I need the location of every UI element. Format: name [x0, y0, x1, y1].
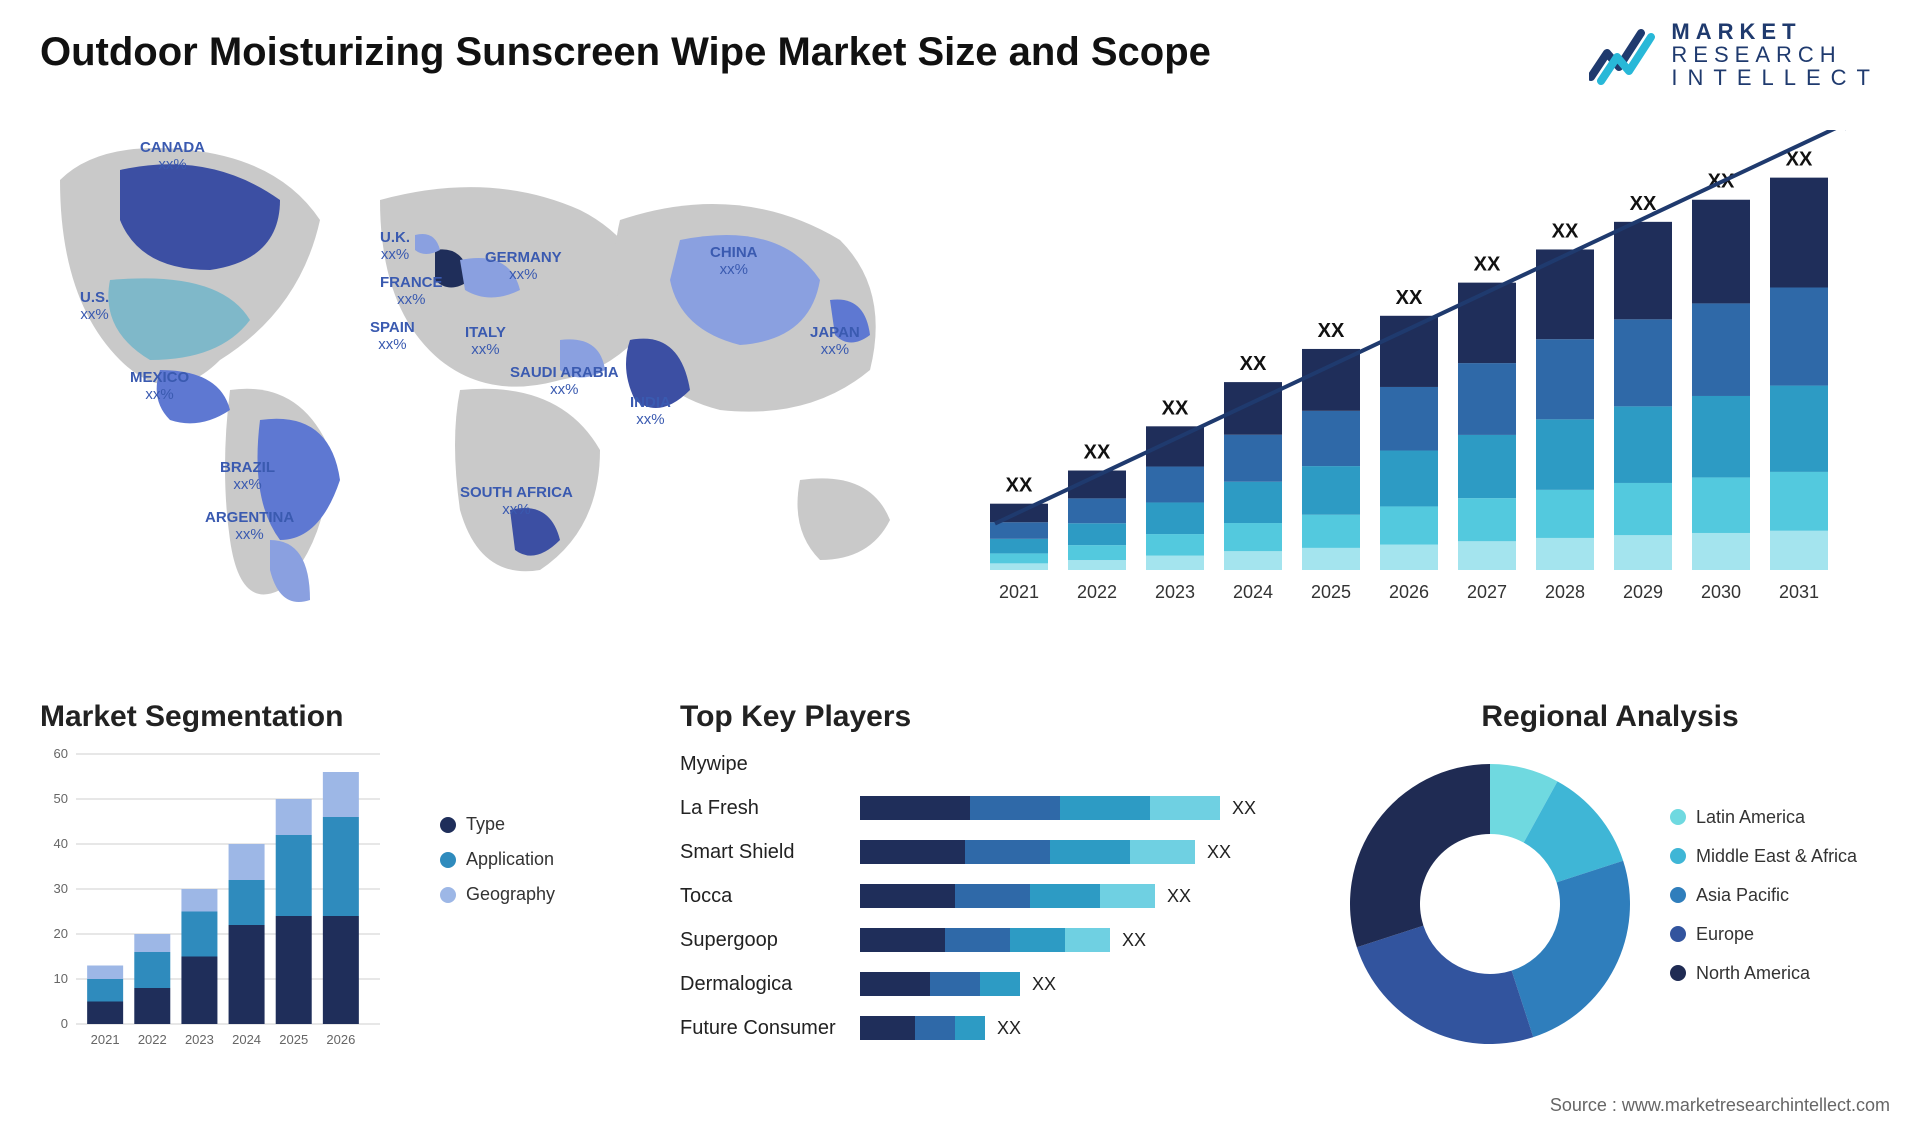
map-label: GERMANYxx%: [485, 250, 562, 283]
svg-text:2025: 2025: [1311, 582, 1351, 602]
segmentation-title: Market Segmentation: [40, 700, 640, 734]
map-label: INDIAxx%: [630, 395, 671, 428]
segmentation-legend: Type Application Geography: [440, 814, 555, 919]
svg-text:2023: 2023: [185, 1032, 214, 1047]
map-label: ITALYxx%: [465, 325, 506, 358]
legend-item: North America: [1670, 963, 1857, 984]
svg-text:2024: 2024: [1233, 582, 1273, 602]
player-row: Future Consumer XX: [680, 1008, 1300, 1048]
player-row: Smart Shield XX: [680, 832, 1300, 872]
logo-line1: MARKET: [1671, 20, 1880, 43]
map-label: SAUDI ARABIAxx%: [510, 365, 619, 398]
logo-line2: RESEARCH: [1671, 43, 1880, 66]
legend-item: Europe: [1670, 924, 1857, 945]
svg-text:XX: XX: [1318, 320, 1345, 342]
legend-item: Application: [440, 849, 555, 870]
svg-text:10: 10: [54, 971, 68, 986]
svg-text:XX: XX: [1240, 353, 1267, 375]
map-label: ARGENTINAxx%: [205, 510, 294, 543]
players-section: Top Key Players Mywipe La Fresh XXSmart …: [680, 700, 1300, 1052]
svg-text:2021: 2021: [91, 1032, 120, 1047]
logo-line3: INTELLECT: [1671, 66, 1880, 89]
map-label: BRAZILxx%: [220, 460, 275, 493]
player-row: Supergoop XX: [680, 920, 1300, 960]
svg-text:2022: 2022: [1077, 582, 1117, 602]
regional-section: Regional Analysis Latin America Middle Ea…: [1340, 700, 1880, 1054]
player-row: Mywipe: [680, 744, 1300, 784]
svg-text:20: 20: [54, 926, 68, 941]
map-label: MEXICOxx%: [130, 370, 189, 403]
svg-text:2021: 2021: [999, 582, 1039, 602]
page-title: Outdoor Moisturizing Sunscreen Wipe Mark…: [40, 30, 1211, 75]
svg-text:2026: 2026: [326, 1032, 355, 1047]
svg-text:30: 30: [54, 881, 68, 896]
legend-item: Type: [440, 814, 555, 835]
player-row: La Fresh XX: [680, 788, 1300, 828]
svg-text:2025: 2025: [279, 1032, 308, 1047]
segmentation-chart-svg: 0 10 20 30 40 50 60 2021 2022 2023 2024 2025 2026: [40, 744, 410, 1054]
legend-item: Geography: [440, 884, 555, 905]
svg-text:XX: XX: [1162, 397, 1189, 419]
svg-text:XX: XX: [1006, 475, 1033, 497]
svg-text:XX: XX: [1630, 193, 1657, 215]
svg-text:XX: XX: [1474, 254, 1501, 276]
svg-text:XX: XX: [1084, 442, 1111, 464]
svg-text:XX: XX: [1396, 287, 1423, 309]
svg-text:2030: 2030: [1701, 582, 1741, 602]
legend-item: Latin America: [1670, 807, 1857, 828]
map-label: U.K.xx%: [380, 230, 410, 263]
player-row: Dermalogica XX: [680, 964, 1300, 1004]
map-label: CANADAxx%: [140, 140, 205, 173]
segmentation-section: Market Segmentation 0 10 20 30 40 50 60 2021 202…: [40, 700, 640, 1054]
growth-chart-svg: XX 2021 XX 2022 XX 2023 XX 2024 XX 2025 XX 2026 XX 20…: [980, 130, 1860, 630]
map-label: SPAINxx%: [370, 320, 415, 353]
regional-donut-svg: [1340, 754, 1640, 1054]
map-label: FRANCExx%: [380, 275, 443, 308]
svg-text:2027: 2027: [1467, 582, 1507, 602]
svg-text:2031: 2031: [1779, 582, 1819, 602]
svg-text:0: 0: [61, 1016, 68, 1031]
player-row: Tocca XX: [680, 876, 1300, 916]
svg-text:2024: 2024: [232, 1032, 261, 1047]
logo-icon: [1589, 23, 1659, 87]
legend-item: Asia Pacific: [1670, 885, 1857, 906]
players-list: Mywipe La Fresh XXSmart Shield XXTocca X…: [680, 744, 1300, 1048]
svg-text:60: 60: [54, 746, 68, 761]
svg-text:XX: XX: [1552, 220, 1579, 242]
svg-text:2026: 2026: [1389, 582, 1429, 602]
regional-legend: Latin America Middle East & Africa Asia Pa…: [1670, 807, 1857, 1002]
svg-text:50: 50: [54, 791, 68, 806]
map-label: U.S.xx%: [80, 290, 109, 323]
map-label: JAPANxx%: [810, 325, 860, 358]
svg-text:2023: 2023: [1155, 582, 1195, 602]
legend-item: Middle East & Africa: [1670, 846, 1857, 867]
svg-text:2028: 2028: [1545, 582, 1585, 602]
map-label: CHINAxx%: [710, 245, 758, 278]
brand-logo: MARKET RESEARCH INTELLECT: [1589, 20, 1880, 89]
players-title: Top Key Players: [680, 700, 1300, 734]
regional-title: Regional Analysis: [1340, 700, 1880, 734]
map-label: SOUTH AFRICAxx%: [460, 485, 573, 518]
svg-text:2022: 2022: [138, 1032, 167, 1047]
source-text: Source : www.marketresearchintellect.com: [1550, 1095, 1890, 1116]
svg-text:40: 40: [54, 836, 68, 851]
world-map: CANADAxx% U.S.xx% MEXICOxx% BRAZILxx% ARGENT…: [20, 110, 920, 630]
svg-text:2029: 2029: [1623, 582, 1663, 602]
growth-chart: XX 2021 XX 2022 XX 2023 XX 2024 XX 2025 XX 2026 XX 20…: [980, 130, 1860, 630]
